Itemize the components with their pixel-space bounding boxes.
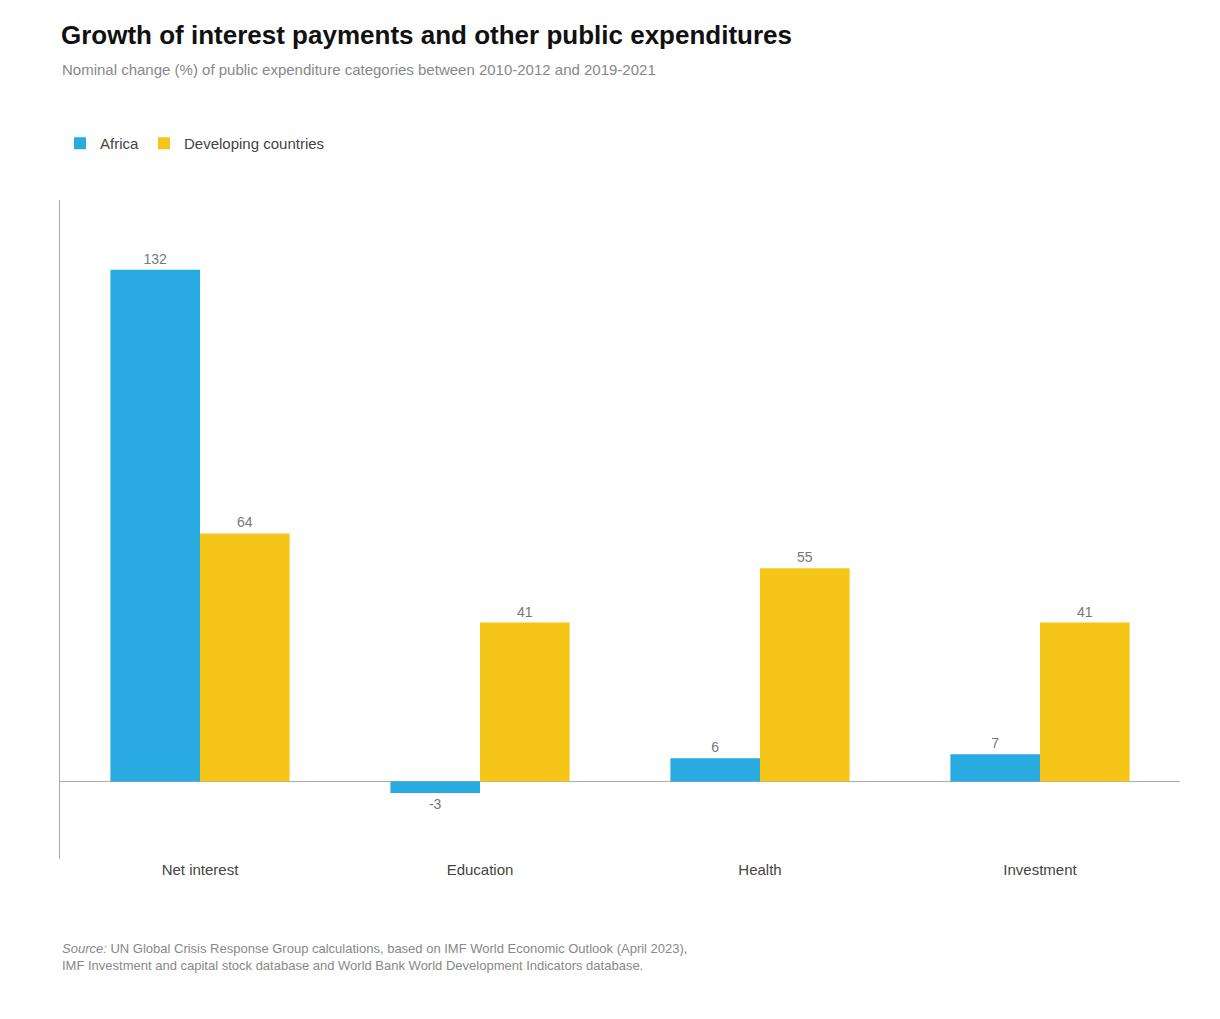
svg-text:7: 7 xyxy=(991,735,999,751)
svg-text:41: 41 xyxy=(517,604,533,620)
svg-text:-3: -3 xyxy=(429,796,442,812)
svg-text:55: 55 xyxy=(797,549,813,565)
svg-text:Nominal change (%) of public e: Nominal change (%) of public expenditure… xyxy=(62,61,656,78)
svg-text:64: 64 xyxy=(237,514,253,530)
svg-text:132: 132 xyxy=(143,251,167,267)
svg-text:Investment: Investment xyxy=(1003,861,1077,878)
svg-text:Net interest: Net interest xyxy=(162,861,240,878)
svg-text:Source: UN Global Crisis Respo: Source: UN Global Crisis Response Group … xyxy=(62,941,687,973)
svg-text:Africa: Africa xyxy=(100,135,139,152)
svg-text:41: 41 xyxy=(1077,604,1093,620)
svg-text:6: 6 xyxy=(711,739,719,755)
svg-text:Growth of interest payments an: Growth of interest payments and other pu… xyxy=(61,20,792,50)
svg-text:Developing countries: Developing countries xyxy=(184,135,324,152)
svg-text:Education: Education xyxy=(447,861,514,878)
svg-text:Health: Health xyxy=(738,861,781,878)
